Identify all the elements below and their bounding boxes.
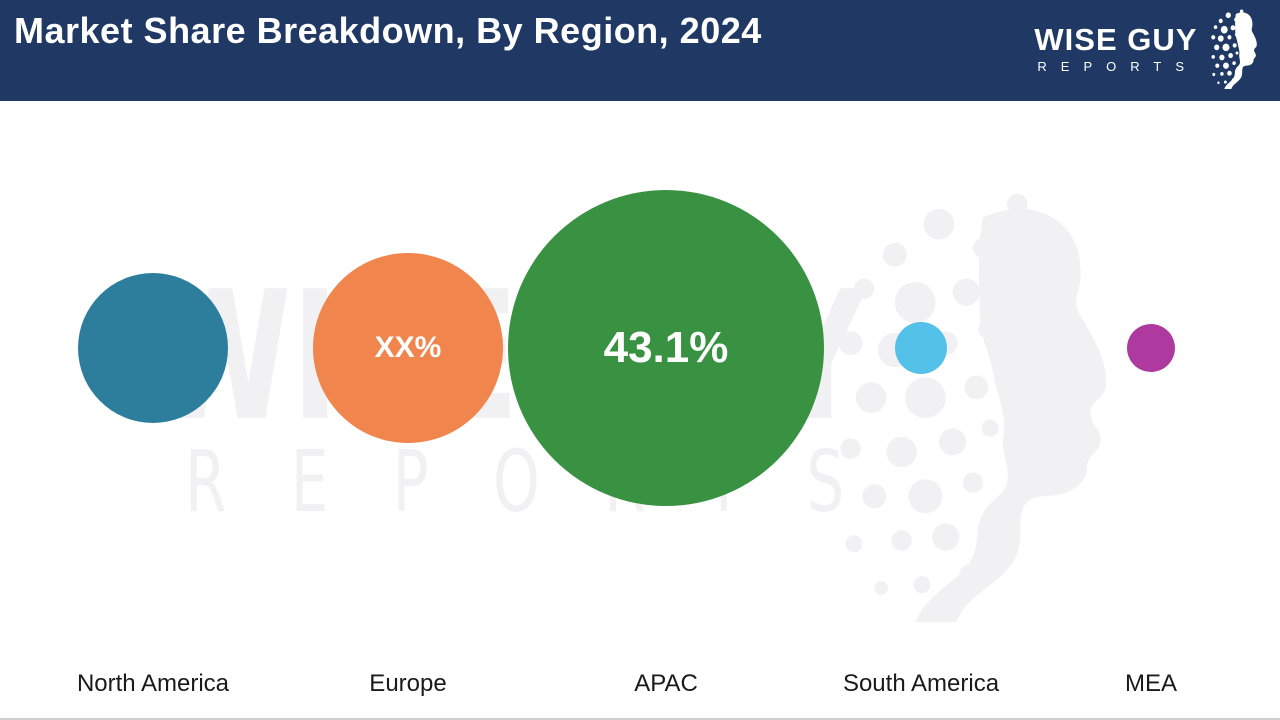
page-title: Market Share Breakdown, By Region, 2024 (14, 10, 762, 51)
category-label-south-america: South America (842, 670, 1000, 697)
bubble-value-europe: XX% (374, 331, 442, 364)
logo-subtitle: REPORTS (1037, 59, 1198, 74)
header-bar: Market Share Breakdown, By Region, 2024 … (0, 0, 1280, 101)
category-label-mea: MEA (1124, 670, 1178, 697)
logo-text: WISE GUY REPORTS (1034, 22, 1198, 75)
category-label-europe: Europe (369, 670, 447, 697)
bubble-value-apac: 43.1% (603, 323, 729, 372)
logo-wordmark: WISE GUY (1034, 22, 1198, 57)
category-label-apac: APAC (634, 670, 698, 697)
bubble-north-america[interactable] (78, 273, 228, 423)
bubble-apac[interactable]: 43.1% (508, 190, 824, 506)
bubble-europe[interactable]: XX% (313, 253, 503, 443)
wise-guy-logo: WISE GUY REPORTS (1008, 0, 1268, 101)
bubble-south-america[interactable] (895, 322, 947, 374)
category-label-north-america: North America (76, 670, 230, 697)
bottom-border (0, 718, 1280, 720)
bubble-mea[interactable] (1127, 324, 1175, 372)
